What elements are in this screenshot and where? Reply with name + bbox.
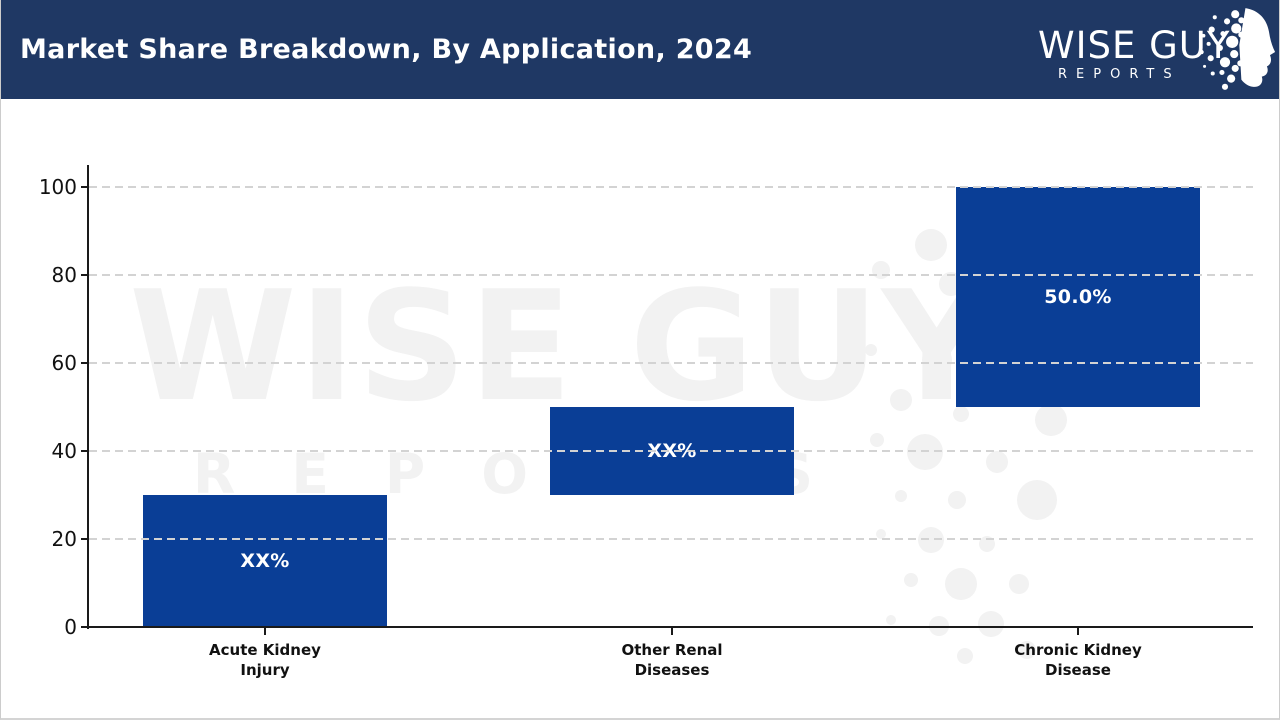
gridline-y60 bbox=[89, 362, 1253, 364]
y-tick-20 bbox=[81, 538, 89, 540]
gridline-y100 bbox=[89, 186, 1253, 188]
x-tick-2 bbox=[671, 627, 673, 635]
report-header: Market Share Breakdown, By Application, … bbox=[1, 0, 1279, 99]
y-tick-label-100: 100 bbox=[38, 175, 77, 199]
gridline-y80 bbox=[89, 274, 1253, 276]
bar-value-label-1: XX% bbox=[240, 550, 290, 572]
watermark-brand-text: WISE GUY bbox=[129, 258, 994, 435]
category-label-3: Chronic Kidney Disease bbox=[1014, 641, 1142, 679]
wiseguy-face-icon bbox=[1199, 8, 1276, 90]
bar-1: XX% bbox=[143, 495, 387, 627]
y-tick-label-60: 60 bbox=[51, 351, 77, 375]
y-tick-0 bbox=[81, 626, 89, 628]
gridline-y40 bbox=[89, 450, 1253, 452]
y-tick-100 bbox=[81, 186, 89, 188]
y-tick-label-0: 0 bbox=[64, 615, 77, 639]
logo-sub-text: REPORTS bbox=[1058, 67, 1181, 82]
category-label-1: Acute Kidney Injury bbox=[209, 641, 321, 679]
gridline-y20 bbox=[89, 538, 1253, 540]
y-tick-80 bbox=[81, 274, 89, 276]
y-tick-60 bbox=[81, 362, 89, 364]
y-tick-40 bbox=[81, 450, 89, 452]
y-tick-label-80: 80 bbox=[51, 263, 77, 287]
bar-3: 50.0% bbox=[956, 187, 1200, 407]
bar-value-label-3: 50.0% bbox=[1044, 286, 1112, 308]
chart-title: Market Share Breakdown, By Application, … bbox=[20, 34, 753, 65]
x-axis-line bbox=[87, 626, 1253, 628]
y-tick-label-40: 40 bbox=[51, 439, 77, 463]
category-label-2: Other Renal Diseases bbox=[621, 641, 723, 679]
logo-brand-text: WISE GUY bbox=[1038, 24, 1231, 67]
y-axis-line bbox=[87, 165, 89, 629]
x-tick-1 bbox=[264, 627, 266, 635]
y-tick-label-20: 20 bbox=[51, 527, 77, 551]
x-tick-3 bbox=[1077, 627, 1079, 635]
wiseguy-logo: WISE GUY REPORTS bbox=[1030, 0, 1279, 99]
